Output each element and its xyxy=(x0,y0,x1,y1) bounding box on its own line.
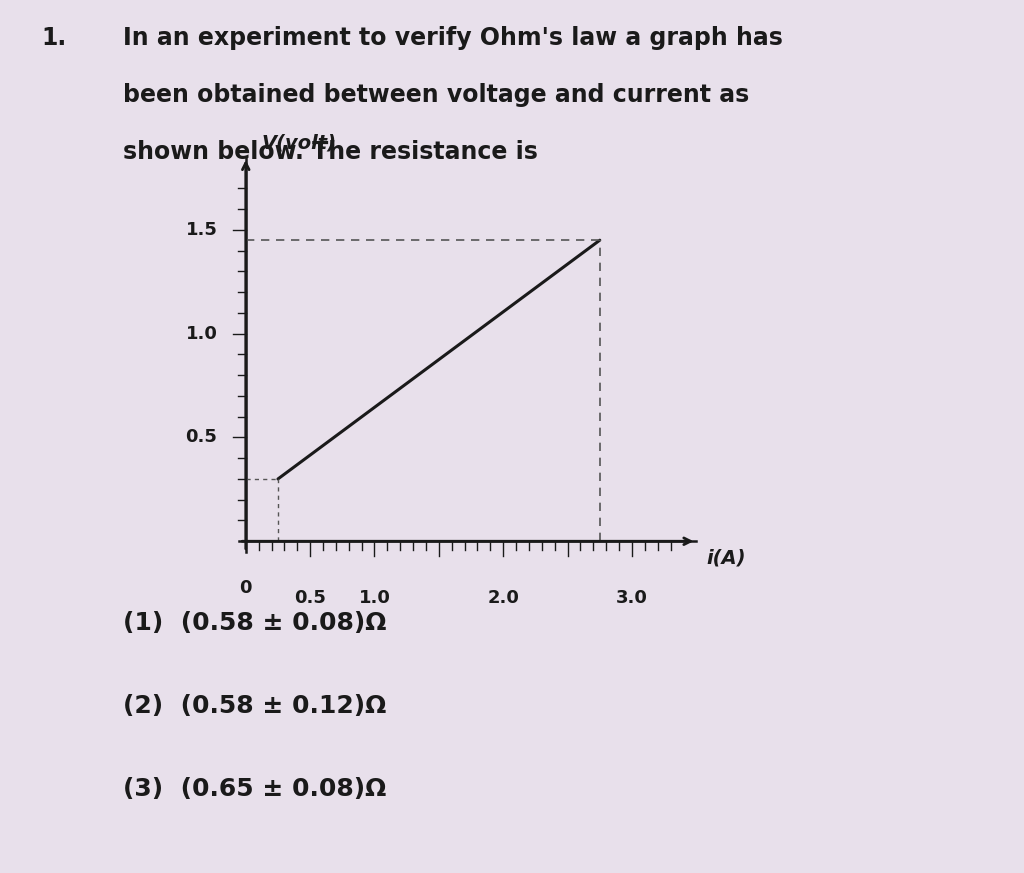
Text: i(A): i(A) xyxy=(707,548,746,567)
Text: 0.5: 0.5 xyxy=(294,589,326,607)
Text: 1.: 1. xyxy=(41,26,67,50)
Text: 3.0: 3.0 xyxy=(616,589,648,607)
Text: been obtained between voltage and current as: been obtained between voltage and curren… xyxy=(123,83,750,107)
Text: 2.0: 2.0 xyxy=(487,589,519,607)
Text: V(volt): V(volt) xyxy=(261,134,336,153)
Text: shown below. The resistance is: shown below. The resistance is xyxy=(123,140,538,163)
Text: 1.0: 1.0 xyxy=(358,589,390,607)
Text: (2)  (0.58 ± 0.12)Ω: (2) (0.58 ± 0.12)Ω xyxy=(123,694,386,718)
Text: 0: 0 xyxy=(240,579,252,596)
Text: In an experiment to verify Ohm's law a graph has: In an experiment to verify Ohm's law a g… xyxy=(123,26,782,50)
Text: 0.5: 0.5 xyxy=(185,429,217,446)
Text: (1)  (0.58 ± 0.08)Ω: (1) (0.58 ± 0.08)Ω xyxy=(123,611,386,635)
Text: (3)  (0.65 ± 0.08)Ω: (3) (0.65 ± 0.08)Ω xyxy=(123,777,386,801)
Text: 1.0: 1.0 xyxy=(185,325,217,342)
Text: 1.5: 1.5 xyxy=(185,221,217,239)
